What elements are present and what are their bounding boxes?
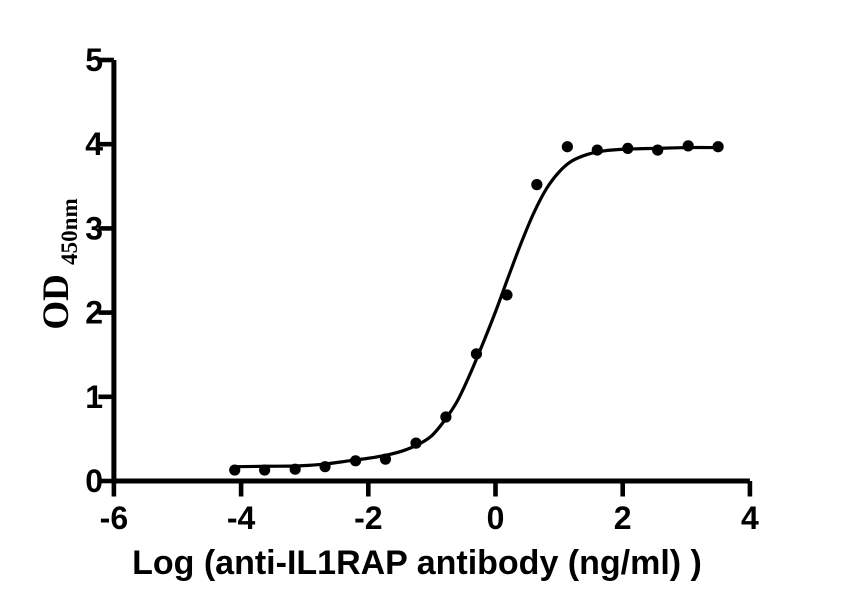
- data-point: [652, 144, 664, 156]
- y-tick-label: 3: [85, 210, 103, 246]
- x-tick-label: -2: [354, 500, 382, 536]
- x-tick-label: 2: [614, 500, 632, 536]
- plot-area: -6 -4 -2 0 2 4 0 1 2 3 4 5: [85, 42, 759, 536]
- data-point: [379, 453, 392, 465]
- y-axis-label-subscript: 450nm: [57, 198, 82, 264]
- data-point: [410, 437, 422, 449]
- x-tick-label: 4: [741, 500, 759, 536]
- data-point: [349, 455, 362, 467]
- data-point: [470, 348, 483, 360]
- data-point: [531, 179, 543, 191]
- fit-curve: [233, 145, 720, 469]
- x-tick-label: -4: [227, 500, 256, 536]
- data-point: [229, 464, 241, 476]
- x-tick-label: 0: [487, 500, 505, 536]
- data-point: [319, 461, 331, 473]
- data-point: [591, 144, 603, 156]
- data-point: [712, 141, 724, 153]
- y-tick-label: 2: [85, 295, 103, 331]
- x-axis-label: Log (anti-IL1RAP antibody (ng/ml) ): [132, 544, 702, 582]
- y-tick-label: 5: [85, 42, 103, 78]
- data-point: [289, 463, 301, 475]
- y-tick-label: 4: [85, 126, 103, 162]
- data-point: [622, 142, 634, 155]
- x-tick-label: -6: [100, 500, 128, 536]
- y-tick-label: 1: [85, 379, 103, 415]
- data-point: [440, 411, 452, 423]
- data-point: [682, 140, 694, 152]
- y-tick-label: 0: [85, 463, 103, 499]
- data-point: [501, 289, 513, 301]
- data-point: [561, 141, 573, 153]
- data-point: [259, 464, 271, 476]
- y-axis-label: OD 450nm: [36, 198, 82, 329]
- y-axis-label-base: OD: [36, 274, 77, 330]
- axes: [111, 60, 750, 484]
